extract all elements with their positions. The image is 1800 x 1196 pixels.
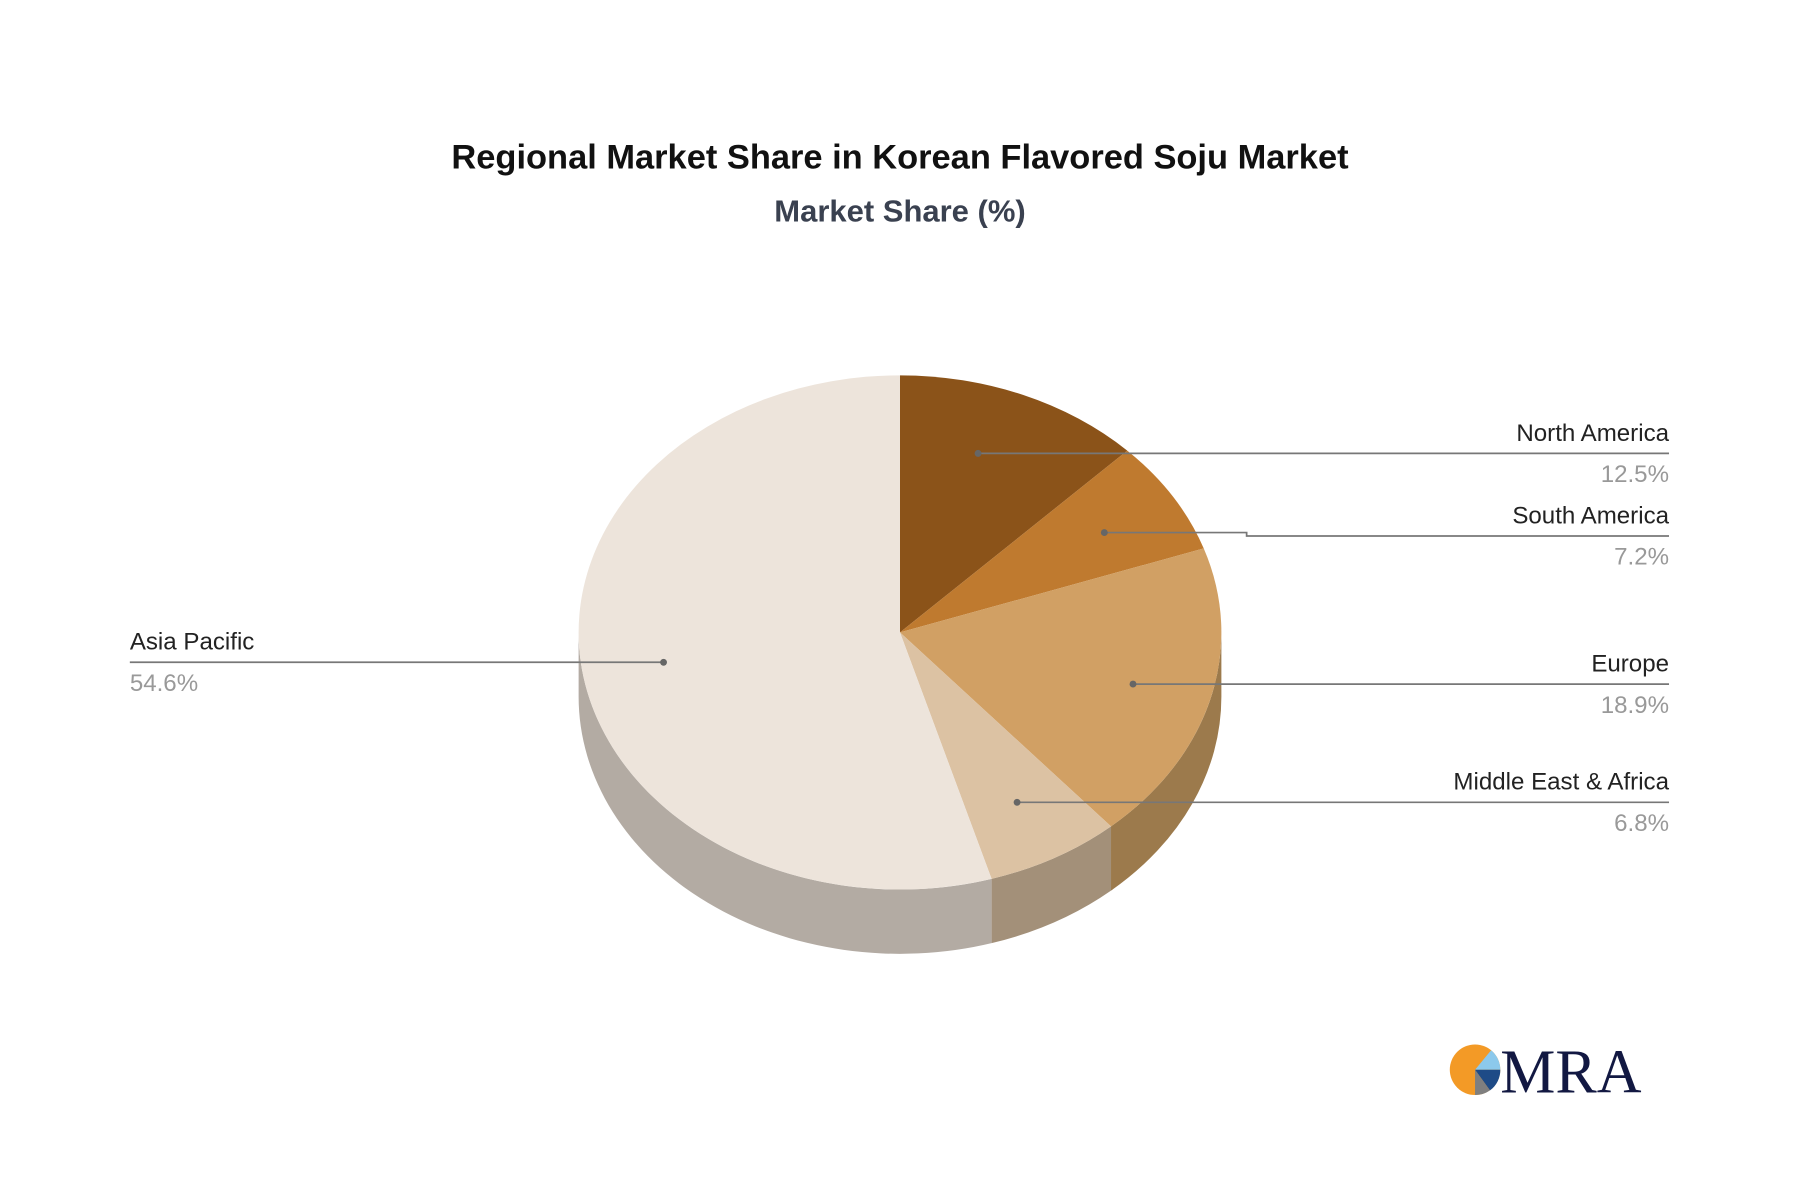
chart-title: Regional Market Share in Korean Flavored… [451, 139, 1349, 177]
slice-value: 12.5% [1601, 461, 1669, 488]
slice-label: Middle East & Africa [1453, 769, 1669, 796]
leader-line [1104, 531, 1670, 537]
slice-value: 7.2% [1614, 544, 1669, 571]
logo-blue-segment [1475, 1069, 1501, 1091]
pie-slice-asia-pacific[interactable] [578, 375, 992, 890]
pie-labels: North America 12.5% South America 7.2% Europ… [129, 420, 1670, 837]
pie-side-4 [578, 632, 992, 954]
slice-label: Europe [1591, 650, 1669, 677]
pie-sides [578, 632, 1222, 954]
slice-label: South America [1512, 502, 1669, 529]
pie-side-3 [991, 826, 1112, 944]
leader-dot [1100, 529, 1108, 537]
slice-label: North America [1516, 420, 1669, 447]
logo-text: MRA [1500, 1039, 1641, 1107]
pie-slice-europe[interactable] [900, 548, 1222, 827]
slice-value: 6.8% [1614, 810, 1669, 837]
pie-slice-middle-east-africa[interactable] [900, 632, 1112, 879]
mra-logo: MRA [1449, 1039, 1642, 1107]
slice-value: 54.6% [130, 670, 198, 697]
logo-gray-segment [1475, 1069, 1490, 1095]
leader-dot [974, 449, 982, 457]
pie-side-2 [1111, 632, 1222, 891]
pie-slice-north-america[interactable] [900, 375, 1128, 633]
slice-label: Asia Pacific [130, 629, 255, 656]
leader-dot [660, 658, 667, 666]
leader-dot [1129, 680, 1137, 688]
pie-slice-south-america[interactable] [900, 450, 1204, 633]
slice-value: 18.9% [1601, 692, 1669, 719]
leader-dot [1013, 798, 1021, 806]
logo-lightblue-segment [1475, 1050, 1501, 1070]
chart-subtitle: Market Share (%) [774, 194, 1025, 229]
pie-slices [578, 375, 1222, 890]
